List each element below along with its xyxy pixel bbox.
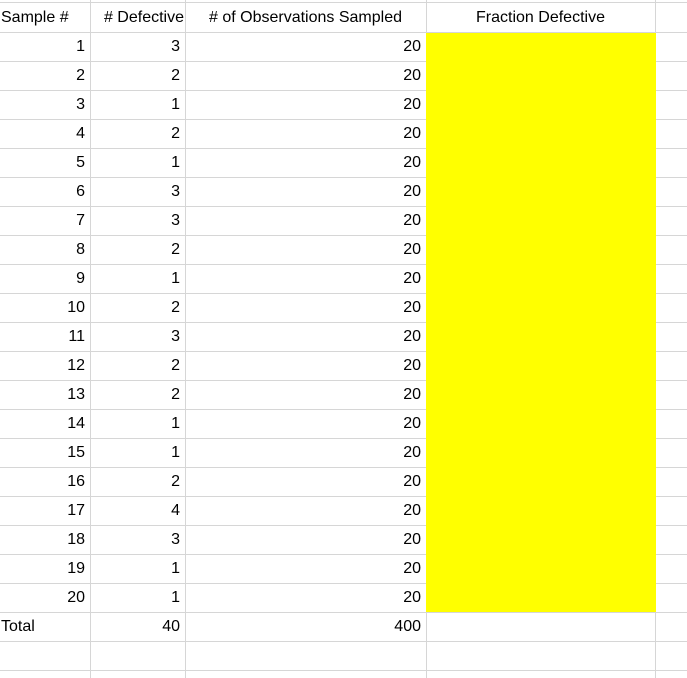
cell-sample[interactable]: 17	[67, 502, 85, 519]
cell-observations[interactable]: 20	[403, 96, 421, 113]
cell-defective[interactable]: 2	[171, 299, 180, 316]
cell-defective[interactable]: 2	[171, 67, 180, 84]
header-cell-observations[interactable]: # of Observations Sampled	[209, 9, 402, 26]
cell-defective[interactable]: 3	[171, 183, 180, 200]
gridline	[0, 554, 687, 555]
gridline	[90, 0, 91, 678]
gridline	[0, 641, 687, 642]
cell-observations[interactable]: 20	[403, 328, 421, 345]
gridline	[0, 206, 687, 207]
gridline	[0, 467, 687, 468]
cell-sample[interactable]: 1	[76, 38, 85, 55]
total-fraction-cell[interactable]	[426, 612, 655, 641]
gridline	[0, 61, 687, 62]
gridline	[0, 148, 687, 149]
cell-observations[interactable]: 20	[403, 560, 421, 577]
cell-defective[interactable]: 1	[171, 96, 180, 113]
gridline	[0, 90, 687, 91]
gridline	[0, 235, 687, 236]
cell-observations[interactable]: 20	[403, 241, 421, 258]
cell-observations[interactable]: 20	[403, 502, 421, 519]
total-defective-cell[interactable]: 40	[162, 618, 180, 635]
header-cell-sample[interactable]: Sample #	[1, 9, 69, 26]
cell-defective[interactable]: 2	[171, 241, 180, 258]
cell-observations[interactable]: 20	[403, 299, 421, 316]
gridline	[0, 409, 687, 410]
cell-sample[interactable]: 6	[76, 183, 85, 200]
cell-observations[interactable]: 20	[403, 270, 421, 287]
cell-sample[interactable]: 5	[76, 154, 85, 171]
cell-observations[interactable]: 20	[403, 357, 421, 374]
cell-sample[interactable]: 19	[67, 560, 85, 577]
cell-defective[interactable]: 1	[171, 444, 180, 461]
cell-sample[interactable]: 13	[67, 386, 85, 403]
gridline	[0, 583, 687, 584]
gridline	[0, 496, 687, 497]
cell-observations[interactable]: 20	[403, 444, 421, 461]
cell-defective[interactable]: 2	[171, 357, 180, 374]
cell-defective[interactable]: 4	[171, 502, 180, 519]
cell-sample[interactable]: 14	[67, 415, 85, 432]
cell-defective[interactable]: 2	[171, 473, 180, 490]
gridline	[0, 322, 687, 323]
cell-sample[interactable]: 7	[76, 212, 85, 229]
total-label-cell[interactable]: Total	[1, 618, 35, 635]
cell-sample[interactable]: 11	[68, 328, 85, 345]
cell-observations[interactable]: 20	[403, 154, 421, 171]
fraction-defective-highlight	[426, 33, 656, 612]
cell-observations[interactable]: 20	[403, 125, 421, 142]
header-row: Sample # # Defective # of Observations S…	[0, 3, 687, 32]
cell-defective[interactable]: 2	[171, 125, 180, 142]
cell-observations[interactable]: 20	[403, 473, 421, 490]
gridline	[0, 2, 687, 3]
cell-defective[interactable]: 3	[171, 328, 180, 345]
gridline	[0, 525, 687, 526]
header-cell-fraction[interactable]: Fraction Defective	[476, 9, 605, 26]
cell-defective[interactable]: 1	[171, 560, 180, 577]
cell-defective[interactable]: 1	[171, 589, 180, 606]
total-observations-cell[interactable]: 400	[394, 618, 421, 635]
gridline	[0, 264, 687, 265]
cell-sample[interactable]: 15	[67, 444, 85, 461]
cell-sample[interactable]: 9	[76, 270, 85, 287]
cell-sample[interactable]: 3	[76, 96, 85, 113]
cell-sample[interactable]: 8	[76, 241, 85, 258]
cell-observations[interactable]: 20	[403, 67, 421, 84]
cell-defective[interactable]: 3	[171, 531, 180, 548]
gridline	[0, 119, 687, 120]
gridline	[0, 32, 687, 33]
cell-observations[interactable]: 20	[403, 589, 421, 606]
gridline	[0, 177, 687, 178]
cell-sample[interactable]: 4	[76, 125, 85, 142]
gridline	[0, 612, 687, 613]
cell-sample[interactable]: 18	[67, 531, 85, 548]
cell-sample[interactable]: 10	[67, 299, 85, 316]
cell-observations[interactable]: 20	[403, 531, 421, 548]
cell-defective[interactable]: 1	[171, 415, 180, 432]
header-cell-defective[interactable]: # Defective	[103, 9, 184, 26]
gridline	[185, 0, 186, 678]
gridline	[0, 438, 687, 439]
gridline	[0, 351, 687, 352]
cell-observations[interactable]: 20	[403, 212, 421, 229]
gridline	[0, 670, 687, 671]
cell-defective[interactable]: 1	[171, 154, 180, 171]
gridline	[0, 380, 687, 381]
cell-defective[interactable]: 2	[171, 386, 180, 403]
cell-sample[interactable]: 12	[67, 357, 85, 374]
cell-observations[interactable]: 20	[403, 38, 421, 55]
cell-defective[interactable]: 3	[171, 212, 180, 229]
total-row: Total 40 400	[0, 612, 687, 641]
cell-sample[interactable]: 20	[67, 589, 85, 606]
cell-sample[interactable]: 16	[67, 473, 85, 490]
cell-defective[interactable]: 1	[171, 270, 180, 287]
gridline	[0, 293, 687, 294]
cell-sample[interactable]: 2	[76, 67, 85, 84]
cell-observations[interactable]: 20	[403, 386, 421, 403]
cell-observations[interactable]: 20	[403, 183, 421, 200]
cell-defective[interactable]: 3	[171, 38, 180, 55]
cell-observations[interactable]: 20	[403, 415, 421, 432]
